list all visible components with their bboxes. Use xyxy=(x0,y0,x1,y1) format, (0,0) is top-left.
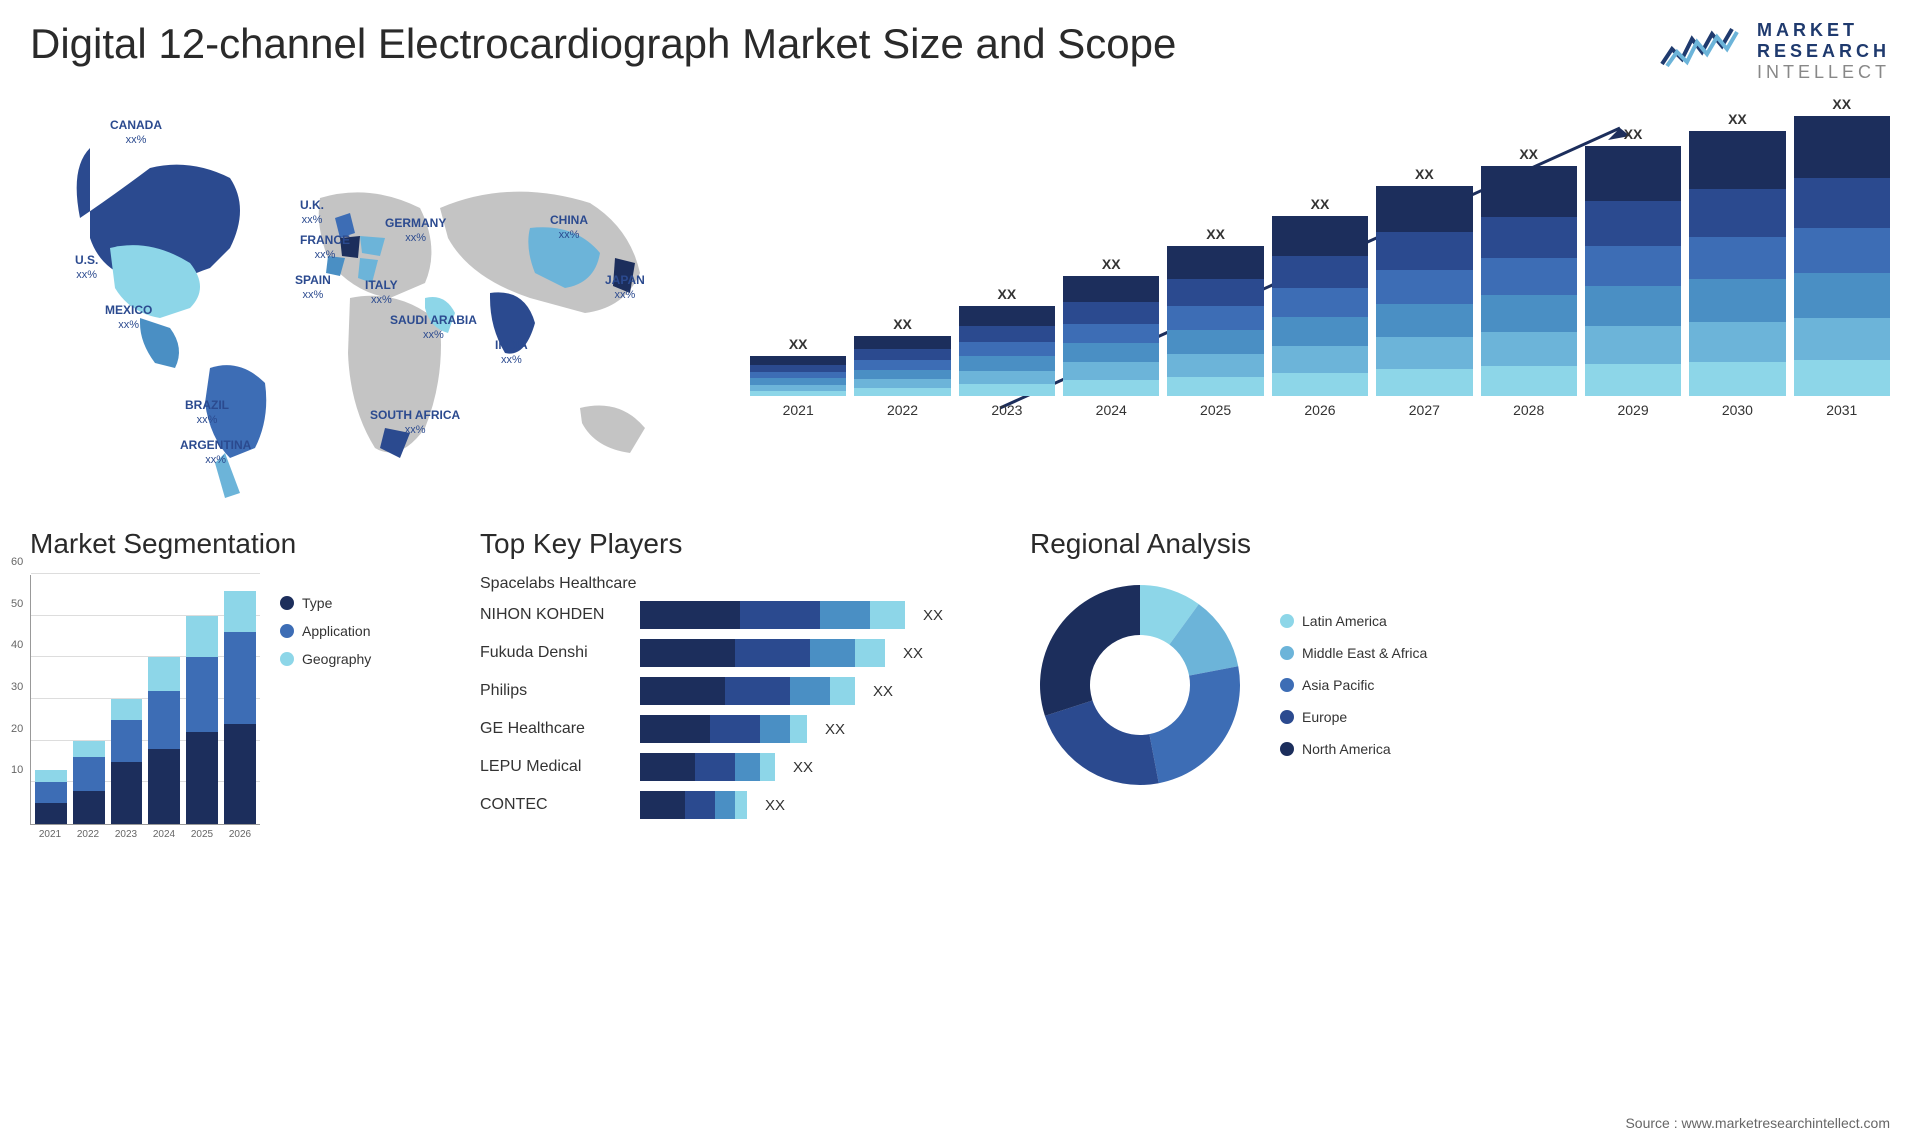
country-label-france: FRANCExx% xyxy=(300,233,350,263)
growth-bar-chart: XX2021XX2022XX2023XX2024XX2025XX2026XX20… xyxy=(750,98,1890,458)
country-label-brazil: BRAZILxx% xyxy=(185,398,229,428)
growth-bar-2030: XX2030 xyxy=(1689,111,1785,418)
page-title: Digital 12-channel Electrocardiograph Ma… xyxy=(30,20,1176,68)
country-label-southafrica: SOUTH AFRICAxx% xyxy=(370,408,460,438)
country-label-china: CHINAxx% xyxy=(550,213,588,243)
seg-bar-2026 xyxy=(224,591,256,824)
seg-bar-2025 xyxy=(186,616,218,824)
country-label-japan: JAPANxx% xyxy=(605,273,645,303)
seg-legend-geography: Geography xyxy=(280,651,371,667)
country-label-argentina: ARGENTINAxx% xyxy=(180,438,251,468)
players-list: NIHON KOHDENXX Fukuda DenshiXX PhilipsXX GE… xyxy=(480,601,980,819)
regional-legend-europe: Europe xyxy=(1280,709,1427,725)
growth-bar-2029: XX2029 xyxy=(1585,126,1681,418)
market-seg-legend: Type Application Geography xyxy=(280,575,371,840)
growth-bar-2026: XX2026 xyxy=(1272,196,1368,418)
seg-bar-2022 xyxy=(73,741,105,824)
regional-legend-asia-pacific: Asia Pacific xyxy=(1280,677,1427,693)
market-seg-chart: 102030405060 xyxy=(30,575,260,825)
growth-bar-2027: XX2027 xyxy=(1376,166,1472,418)
seg-bar-2023 xyxy=(111,699,143,824)
logo-line1: MARKET xyxy=(1757,20,1890,41)
regional-title: Regional Analysis xyxy=(1030,528,1480,560)
logo-icon xyxy=(1657,24,1747,79)
seg-bar-2024 xyxy=(148,657,180,824)
regional-section: Regional Analysis Latin America Middle Ea… xyxy=(1030,528,1480,840)
market-seg-title: Market Segmentation xyxy=(30,528,430,560)
growth-bar-2022: XX2022 xyxy=(854,316,950,418)
seg-bar-2021 xyxy=(35,770,67,824)
top-players-header: Spacelabs Healthcare xyxy=(480,575,980,593)
player-row-lepu-medical: LEPU MedicalXX xyxy=(480,753,980,781)
growth-bar-2021: XX2021 xyxy=(750,336,846,418)
logo-line3: INTELLECT xyxy=(1757,62,1890,83)
player-row-fukuda-denshi: Fukuda DenshiXX xyxy=(480,639,980,667)
player-row-nihon-kohden: NIHON KOHDENXX xyxy=(480,601,980,629)
country-label-us: U.S.xx% xyxy=(75,253,98,283)
seg-legend-type: Type xyxy=(280,595,371,611)
market-segmentation-section: Market Segmentation 102030405060 2021202… xyxy=(30,528,430,840)
top-players-section: Top Key Players Spacelabs Healthcare NIH… xyxy=(480,528,980,840)
player-row-ge-healthcare: GE HealthcareXX xyxy=(480,715,980,743)
country-label-mexico: MEXICOxx% xyxy=(105,303,152,333)
growth-bar-2028: XX2028 xyxy=(1481,146,1577,418)
top-players-title: Top Key Players xyxy=(480,528,980,560)
logo-line2: RESEARCH xyxy=(1757,41,1890,62)
country-label-italy: ITALYxx% xyxy=(365,278,398,308)
regional-legend-latin-america: Latin America xyxy=(1280,613,1427,629)
logo: MARKET RESEARCH INTELLECT xyxy=(1657,20,1890,83)
country-label-spain: SPAINxx% xyxy=(295,273,331,303)
regional-donut-chart xyxy=(1030,575,1250,795)
country-label-canada: CANADAxx% xyxy=(110,118,162,148)
regional-legend-north-america: North America xyxy=(1280,741,1427,757)
country-label-india: INDIAxx% xyxy=(495,338,528,368)
player-row-contec: CONTECXX xyxy=(480,791,980,819)
donut-seg-north-america xyxy=(1040,585,1140,716)
seg-legend-application: Application xyxy=(280,623,371,639)
donut-seg-europe xyxy=(1045,700,1159,785)
growth-bar-2031: XX2031 xyxy=(1794,96,1890,418)
growth-bar-2025: XX2025 xyxy=(1167,226,1263,418)
country-label-saudiarabia: SAUDI ARABIAxx% xyxy=(390,313,477,343)
world-map: CANADAxx% U.S.xx% MEXICOxx% BRAZILxx% ARGENT… xyxy=(30,98,710,498)
regional-legend: Latin America Middle East & Africa Asia Pa… xyxy=(1280,613,1427,757)
growth-bar-2024: XX2024 xyxy=(1063,256,1159,418)
donut-seg-asia-pacific xyxy=(1149,666,1240,783)
player-row-philips: PhilipsXX xyxy=(480,677,980,705)
regional-legend-middle-east---africa: Middle East & Africa xyxy=(1280,645,1427,661)
source-text: Source : www.marketresearchintellect.com xyxy=(1625,1115,1890,1131)
country-label-uk: U.K.xx% xyxy=(300,198,324,228)
country-label-germany: GERMANYxx% xyxy=(385,216,446,246)
growth-bar-2023: XX2023 xyxy=(959,286,1055,418)
